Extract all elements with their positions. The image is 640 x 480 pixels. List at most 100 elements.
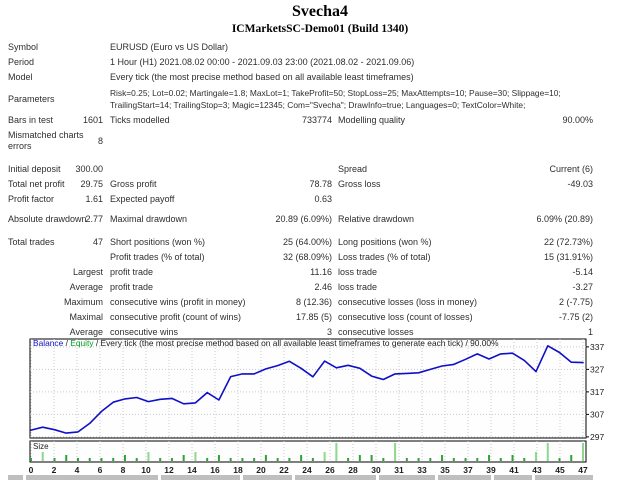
size-bar [394,443,397,461]
loss-trades-value: 15 (31.91%) [543,252,593,262]
consecutive-profit-value: 17.85 (5) [295,312,332,322]
size-bar [253,458,256,461]
ticks-modelled-label: Ticks modelled [110,115,170,125]
absolute-drawdown-value: 2.77 [85,214,103,224]
average-profit-trade-value: 2.46 [314,282,332,292]
x-tick-label: 31 [394,465,404,475]
profit-trades-label: Profit trades (% of total) [110,252,205,262]
balance-line [30,345,584,434]
report-row-netprofit: Total net profit 29.75 Gross profit 78.7… [0,177,640,192]
report-row-parameters: Parameters Risk=0.25; Lot=0.02; Martinga… [0,85,640,113]
mismatched-errors-value: 8 [97,136,103,146]
footer-strip-segment [26,475,158,480]
x-tick-label: 45 [555,465,565,475]
gross-loss-value: -49.03 [567,179,593,189]
size-bar [76,458,79,461]
size-bar [382,458,385,461]
maximum-label: Maximum [63,297,103,307]
size-bar [123,455,126,461]
size-bar [582,443,584,461]
avg-consecutive-wins-value: 3 [326,327,332,337]
x-tick-label: 28 [348,465,358,475]
largest-loss-trade-label: loss trade [338,267,378,277]
footer-strip-segment [535,475,593,480]
model-label: Model [8,72,33,82]
x-tick-label: 37 [463,465,473,475]
report-row-profitfactor: Profit factor 1.61 Expected payoff 0.63 [0,192,640,207]
consecutive-losses-money-value: 2 (-7.75) [558,297,593,307]
maximal-drawdown-label: Maximal drawdown [110,214,188,224]
expected-payoff-label: Expected payoff [110,194,175,204]
total-trades-value: 47 [92,237,103,247]
size-panel-label: Size [33,442,49,451]
report-row-totaltrades: Total trades 47 Short positions (won %) … [0,235,640,250]
consecutive-losses-money-label: consecutive losses (loss in money) [338,297,478,307]
avg-consecutive-losses-value: 1 [587,327,593,337]
size-bar [452,458,455,461]
footer-strip-segment [438,475,491,480]
size-bar [264,455,267,461]
size-bar [546,443,549,461]
x-tick-label: 2 [52,465,57,475]
main-plot-frame [29,338,587,439]
balance-chart: 0 2 4 6 8 10 12 14 16 18 20 22 24 26 28 30 31 33 35 37 39 41 4… [8,338,604,480]
size-bar [159,458,162,461]
consecutive-wins-money-label: consecutive wins (profit in money) [110,297,246,307]
size-bar [523,458,526,461]
size-bar [135,458,138,461]
x-tick-label: 8 [121,465,126,475]
x-tick-label: 26 [325,465,335,475]
size-bar [417,458,420,461]
x-tick-label: 39 [486,465,496,475]
size-bar [206,458,209,461]
spread-label: Spread [338,164,368,174]
size-bar [405,458,408,461]
modelling-quality-label: Modelling quality [338,115,406,125]
report-row-profittrades: Profit trades (% of total) 32 (68.09%) L… [0,250,640,265]
size-bar [570,455,573,461]
report-title: Svecha4 [292,3,348,20]
chart-legend: Balance / Equity / Every tick (the most … [33,338,499,348]
relative-drawdown-label: Relative drawdown [338,214,415,224]
size-bar [558,458,561,461]
report-row-average-consecutive: Average consecutive wins 3 consecutive l… [0,325,640,340]
ticks-modelled-value: 733774 [301,115,332,125]
maximal-drawdown-value: 20.89 (6.09%) [275,214,332,224]
x-tick-label: 6 [98,465,103,475]
symbol-label: Symbol [8,42,39,52]
average-loss-trade-value: -3.27 [572,282,593,292]
size-bar [241,458,244,461]
size-bar [100,458,103,461]
x-tick-label: 4 [75,465,80,475]
expected-payoff-value: 0.63 [314,194,332,204]
legend-balance-label: Balance [33,338,64,348]
x-tick-label: 10 [141,465,151,475]
size-bar [464,458,467,461]
footer-strip-segment [161,475,240,480]
x-tick-label: 0 [29,465,34,475]
report-header: Svecha4 ICMarketsSC-Demo01 (Build 1340) [0,3,640,35]
consecutive-wins-money-value: 8 (12.36) [295,297,332,307]
consecutive-loss-label: consecutive loss (count of losses) [338,312,473,322]
size-bar [358,455,361,461]
x-tick-label: 47 [578,465,588,475]
largest-profit-trade-value: 11.16 [310,267,332,277]
y-tick-label: 337 [590,342,604,352]
report-row-drawdown: Absolute drawdown 2.77 Maximal drawdown … [0,207,640,231]
gross-profit-label: Gross profit [110,179,157,189]
size-bar [535,452,538,461]
footer-strip-segment [243,475,292,480]
largest-profit-trade-label: profit trade [110,267,154,277]
x-tick-label: 20 [256,465,266,475]
average-consecutive-label: Average [69,327,103,337]
parameters-label: Parameters [8,94,55,104]
legend-equity-label: Equity [70,338,94,348]
short-positions-label: Short positions (won %) [110,237,206,247]
size-bar [217,455,220,461]
size-bar [311,458,314,461]
x-tick-label: 35 [440,465,450,475]
x-tick-label: 22 [279,465,289,475]
size-bar [370,455,373,461]
bars-in-test-value: 1601 [82,115,103,125]
x-tick-label: 18 [233,465,243,475]
